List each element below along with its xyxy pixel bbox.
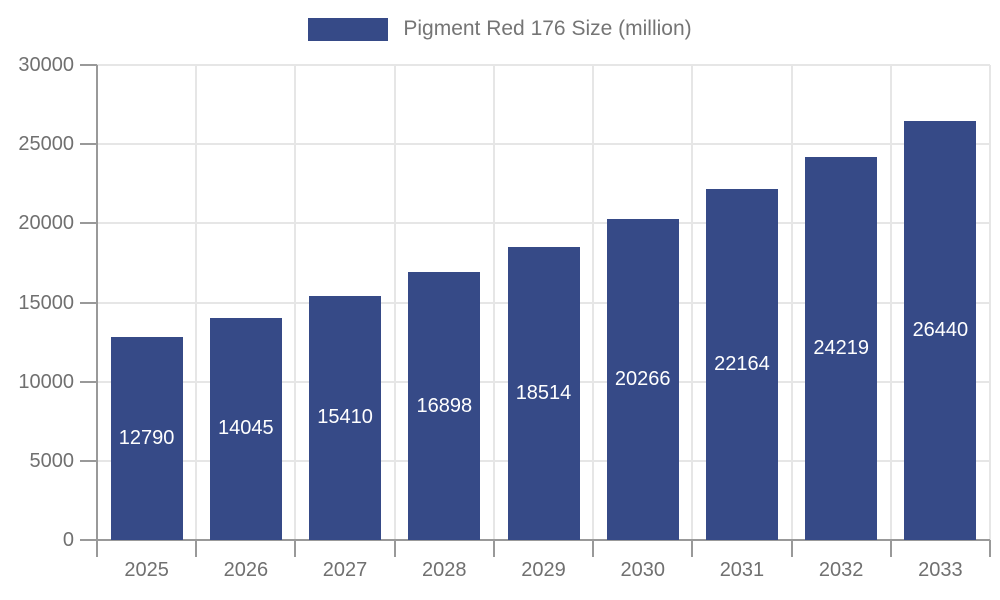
gridline-vertical <box>393 65 396 540</box>
bar-2029: 18514 <box>507 246 580 540</box>
x-tick-label-2028: 2028 <box>422 559 467 581</box>
bar-value-label: 24219 <box>813 336 869 359</box>
bar-2030: 20266 <box>606 219 679 540</box>
gridline-horizontal <box>97 222 990 225</box>
y-axis-tick <box>80 222 97 225</box>
y-tick-label: 5000 <box>29 449 75 472</box>
gridline-vertical <box>989 65 991 540</box>
y-axis-tick <box>80 64 97 66</box>
y-axis-line <box>96 65 98 540</box>
bar-2031: 22164 <box>705 189 778 540</box>
x-tick-label-2027: 2027 <box>322 559 368 581</box>
x-tick-label-2032: 2032 <box>818 559 864 581</box>
y-tick-label: 30000 <box>18 54 74 76</box>
bar-2028: 16898 <box>408 272 481 540</box>
x-axis-tick <box>790 540 793 557</box>
x-tick-label-2031: 2031 <box>719 559 765 581</box>
y-tick-label: 15000 <box>18 291 74 314</box>
bar-2032: 24219 <box>805 156 878 540</box>
bar-2027: 15410 <box>309 296 382 540</box>
legend-label: Pigment Red 176 Size (million) <box>403 17 692 40</box>
bar-2026: 14045 <box>209 317 282 540</box>
x-tick-label-2030: 2030 <box>620 559 665 581</box>
bar-value-label: 26440 <box>912 319 969 342</box>
x-axis-tick <box>195 540 198 557</box>
x-axis-tick <box>592 540 595 557</box>
bar-value-label: 18514 <box>515 381 572 404</box>
legend-swatch <box>308 17 389 41</box>
y-tick-label: 0 <box>62 529 74 551</box>
gridline-vertical <box>691 65 694 540</box>
y-tick-label: 20000 <box>18 212 74 235</box>
bar-value-label: 16898 <box>416 394 473 417</box>
x-tick-label-2025: 2025 <box>124 559 169 581</box>
y-axis-tick <box>80 539 97 541</box>
gridline-vertical <box>889 65 892 540</box>
x-axis-tick <box>989 540 991 557</box>
y-axis-tick <box>80 459 97 462</box>
gridline-vertical <box>790 65 793 540</box>
gridline-vertical <box>592 65 595 540</box>
x-axis-tick <box>393 540 396 557</box>
gridline-vertical <box>195 65 198 540</box>
x-axis-tick <box>492 540 495 557</box>
gridline-vertical <box>294 65 297 540</box>
x-tick-label-2033: 2033 <box>918 559 963 581</box>
bar-value-label: 14045 <box>218 417 274 440</box>
x-axis-tick <box>96 540 98 557</box>
x-axis-tick <box>691 540 694 557</box>
bar-2033: 26440 <box>904 121 977 540</box>
bar-value-label: 20266 <box>614 368 671 391</box>
x-axis-line <box>97 539 990 541</box>
x-axis-tick <box>889 540 892 557</box>
y-tick-label: 25000 <box>18 133 74 156</box>
legend[interactable]: Pigment Red 176 Size (million) <box>0 17 1000 41</box>
y-axis-tick <box>80 380 97 383</box>
y-tick-label: 10000 <box>18 370 74 393</box>
bar-value-label: 22164 <box>714 353 770 376</box>
x-axis-tick <box>294 540 297 557</box>
bar-2025: 12790 <box>110 337 183 540</box>
x-tick-label-2029: 2029 <box>521 559 566 581</box>
bar-value-label: 12790 <box>118 427 175 450</box>
bar-value-label: 15410 <box>317 406 373 429</box>
gridline-horizontal <box>97 143 990 146</box>
gridline-horizontal <box>97 64 990 66</box>
y-axis-tick <box>80 143 97 146</box>
x-tick-label-2026: 2026 <box>223 559 269 581</box>
gridline-vertical <box>492 65 495 540</box>
y-axis-tick <box>80 301 97 304</box>
